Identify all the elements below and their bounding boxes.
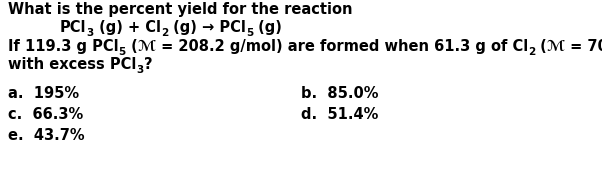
Text: = 208.2 g/mol) are formed when 61.3 g of Cl: = 208.2 g/mol) are formed when 61.3 g of…: [156, 39, 528, 54]
Text: (: (: [535, 39, 547, 54]
Text: a.  195%: a. 195%: [8, 86, 79, 101]
Text: ?: ?: [144, 57, 152, 72]
Text: b.  85.0%: b. 85.0%: [301, 86, 379, 101]
Text: c.  66.3%: c. 66.3%: [8, 107, 83, 122]
Text: ℳ: ℳ: [138, 39, 156, 54]
Text: d.  51.4%: d. 51.4%: [301, 107, 379, 122]
Text: If 119.3 g PCl: If 119.3 g PCl: [8, 39, 119, 54]
Text: with excess PCl: with excess PCl: [8, 57, 137, 72]
Text: What is the percent yield for the reaction: What is the percent yield for the reacti…: [8, 2, 353, 17]
Text: = 70.91 g/mol) react: = 70.91 g/mol) react: [565, 39, 602, 54]
Text: (: (: [126, 39, 138, 54]
Text: 3: 3: [87, 28, 94, 38]
Text: (g) + Cl: (g) + Cl: [94, 20, 161, 35]
Text: 2: 2: [528, 47, 535, 57]
Text: 3: 3: [137, 65, 144, 75]
Text: 5: 5: [119, 47, 126, 57]
Text: 5: 5: [246, 28, 253, 38]
Text: (g): (g): [253, 20, 282, 35]
Text: ℳ: ℳ: [547, 39, 565, 54]
Text: (g) → PCl: (g) → PCl: [168, 20, 246, 35]
Text: 2: 2: [161, 28, 168, 38]
Text: e.  43.7%: e. 43.7%: [8, 128, 85, 143]
Text: PCl: PCl: [60, 20, 87, 35]
